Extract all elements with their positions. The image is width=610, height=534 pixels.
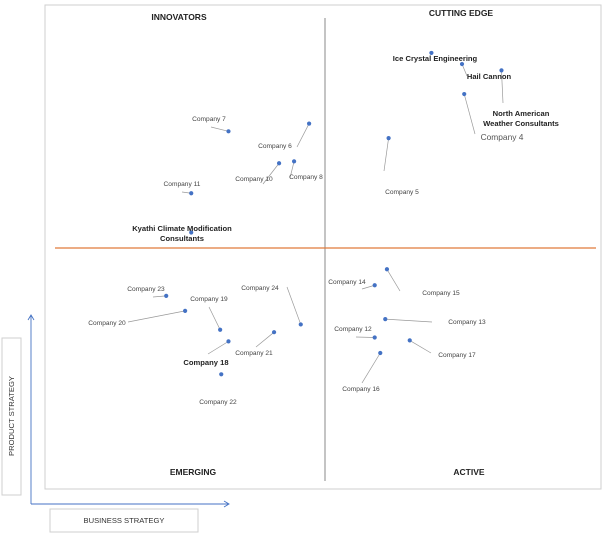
point-label-company-20: Company 20	[88, 320, 126, 327]
data-point-company-7	[226, 129, 231, 134]
point-label-north-american-weather-consultants: North American Weather Consultants	[483, 109, 559, 128]
data-point-company-13	[383, 317, 388, 322]
point-label-ice-crystal-engineering: Ice Crystal Engineering	[393, 54, 478, 63]
data-point-company-5	[386, 136, 391, 141]
point-label-hail-cannon: Hail Cannon	[467, 72, 512, 81]
leader-line-hail-cannon	[461, 63, 468, 77]
y-axis-label: PRODUCT STRATEGY	[7, 376, 16, 456]
point-label-company-13: Company 13	[448, 319, 486, 326]
leader-line-company-15	[386, 269, 401, 292]
data-point-company-16	[378, 350, 383, 356]
data-point-company-21	[271, 330, 277, 335]
leader-line-company-14	[361, 284, 375, 290]
data-point-company-24	[298, 322, 303, 327]
leader-line-company-8	[289, 161, 295, 179]
data-point-company-18	[226, 339, 231, 344]
leader-line-company-13	[385, 318, 433, 323]
point-label-company-23: Company 23	[127, 286, 165, 293]
data-point-company-22	[219, 372, 224, 377]
point-label-company-22: Company 22	[199, 399, 237, 406]
data-point-company-8	[291, 159, 297, 164]
leader-line-company-4	[463, 93, 476, 135]
data-point-north-american-weather-consultants	[499, 68, 504, 73]
point-label-company-12: Company 12	[334, 326, 372, 333]
point-label-company-10: Company 10	[235, 176, 273, 183]
point-label-company-4: Company 4	[481, 132, 524, 142]
point-label-company-19: Company 19	[190, 296, 228, 303]
leader-line-company-6	[296, 123, 310, 148]
point-label-company-17: Company 17	[438, 352, 476, 359]
quadrant-label-cutting-edge: CUTTING EDGE	[429, 8, 494, 18]
leader-line-company-5	[383, 138, 389, 172]
y-axis-label-box	[1, 337, 22, 496]
data-point-company-17	[407, 338, 412, 343]
data-point-company-14	[372, 283, 377, 288]
x-axis-arrowhead	[223, 500, 230, 508]
leader-line-company-23	[152, 295, 167, 298]
data-point-hail-cannon	[459, 61, 465, 67]
chart-frame	[44, 4, 602, 490]
chart-marks: Ice Crystal Engineering Hail Cannon North …	[88, 50, 559, 406]
x-axis-label-box	[49, 508, 199, 533]
data-point-kyathi-climate-modification-consultants	[189, 230, 194, 235]
point-label-company-6: Company 6	[258, 143, 292, 150]
point-label-company-21: Company 21	[235, 350, 273, 357]
data-point-company-10	[276, 161, 282, 166]
leader-line-company-24	[286, 286, 302, 325]
data-point-company-15	[384, 267, 390, 272]
data-point-company-23	[164, 293, 169, 298]
data-point-company-11	[189, 191, 194, 196]
leader-line-company-21	[255, 331, 275, 348]
leader-line-company-17	[409, 340, 432, 354]
point-label-company-18: Company 18	[183, 358, 228, 367]
leader-line-north-american-weather-consultants	[501, 70, 504, 104]
quadrant-label-active: ACTIVE	[453, 467, 485, 477]
leader-line-company-18	[207, 341, 229, 355]
point-label-kyathi-climate-modification-consultants: Kyathi Climate Modification Consultants	[132, 224, 232, 243]
point-label-company-16: Company 16	[342, 386, 380, 393]
data-point-company-6	[307, 121, 312, 126]
data-point-company-20	[183, 308, 188, 313]
leader-line-company-12	[355, 336, 375, 338]
leader-line-company-20	[127, 310, 186, 323]
leader-line-company-19	[208, 306, 221, 330]
point-label-company-14: Company 14	[328, 279, 366, 286]
leader-line-company-7	[210, 126, 229, 132]
data-point-ice-crystal-engineering	[429, 50, 434, 56]
data-point-company-12	[372, 335, 377, 340]
leader-line-company-10	[262, 163, 280, 185]
leader-line-company-16	[361, 352, 381, 384]
point-label-company-24: Company 24	[241, 285, 279, 292]
x-axis-label: BUSINESS STRATEGY	[84, 516, 165, 525]
point-label-company-11: Company 11	[164, 181, 201, 188]
quadrant-label-emerging: EMERGING	[170, 467, 217, 477]
y-axis-arrowhead	[27, 314, 35, 321]
point-label-company-5: Company 5	[385, 189, 419, 196]
data-point-company-4	[462, 91, 467, 97]
data-point-company-19	[218, 327, 223, 332]
point-label-company-7: Company 7	[192, 116, 226, 123]
point-label-company-8: Company 8	[289, 174, 323, 181]
quadrant-label-innovators: INNOVATORS	[151, 12, 207, 22]
point-label-company-15: Company 15	[422, 290, 460, 297]
